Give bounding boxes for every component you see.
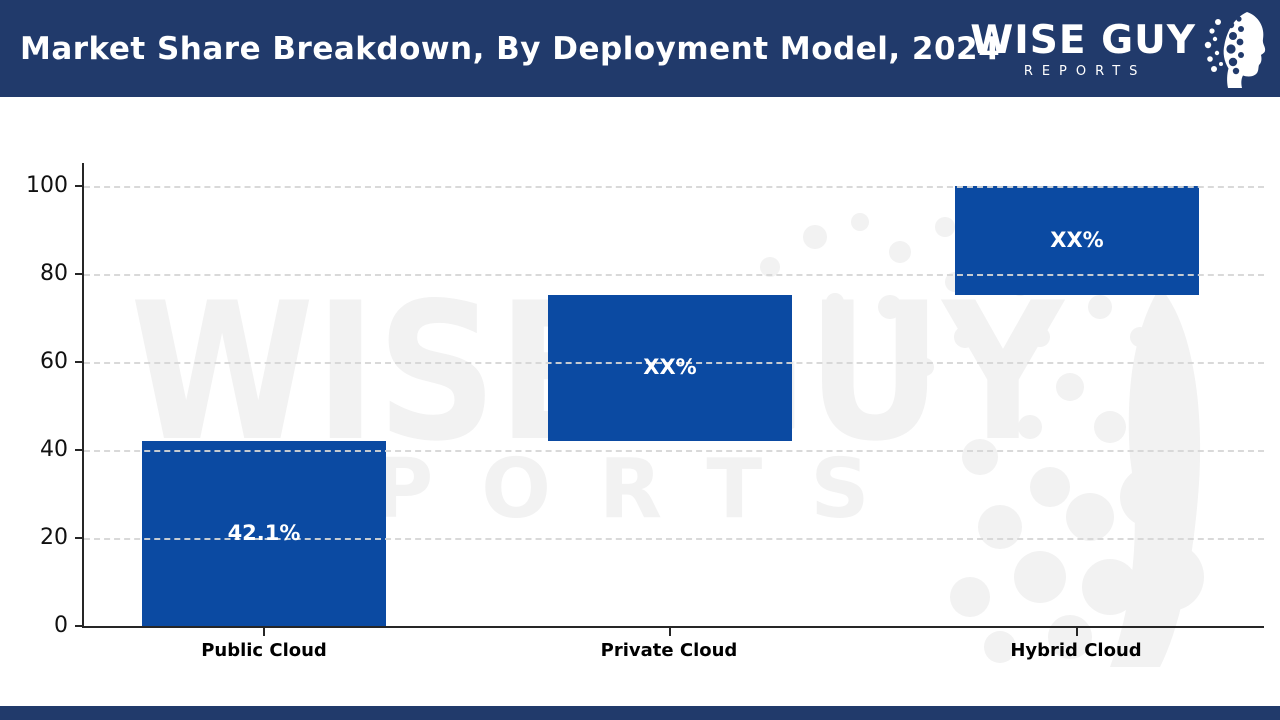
gridline-20: [84, 538, 1264, 540]
logo-subtext: REPORTS: [1023, 63, 1147, 79]
logo-wordmark-text: WISE GUY: [970, 17, 1196, 63]
bar-private-cloud: [548, 295, 792, 441]
gridline-40: [84, 450, 1264, 452]
y-tickmark-0: [75, 625, 83, 627]
gridline-100: [84, 186, 1264, 188]
brand-logo: WISE GUY REPORTS: [970, 6, 1266, 92]
chart-plot-area: WISE GUY REPORTS 0: [0, 97, 1280, 706]
page-title: Market Share Breakdown, By Deployment Mo…: [20, 30, 1001, 67]
bar-value-label-hybrid-cloud: XX%: [1050, 228, 1104, 252]
x-tick-label-public-cloud: Public Cloud: [201, 640, 327, 661]
y-axis-line: [82, 163, 84, 628]
y-tick-label-100: 100: [26, 173, 68, 198]
bar-hybrid-cloud: [955, 186, 1199, 295]
bar-value-label-public-cloud: 42.1%: [227, 521, 301, 545]
footer-bar: [0, 706, 1280, 720]
bar-public-cloud: [142, 441, 386, 626]
watermark-head-icon: [760, 213, 1204, 667]
x-tick-label-hybrid-cloud: Hybrid Cloud: [1010, 640, 1142, 661]
y-tickmark-40: [75, 449, 83, 451]
logo-wordmark: WISE GUY REPORTS: [970, 21, 1196, 78]
y-tick-label-0: 0: [54, 613, 68, 638]
logo-head-icon: [1204, 12, 1266, 88]
header-bar: Market Share Breakdown, By Deployment Mo…: [0, 0, 1280, 97]
y-tickmark-80: [75, 273, 83, 275]
x-axis-line: [82, 626, 1264, 628]
bar-value-label-private-cloud: XX%: [643, 355, 697, 379]
y-tickmark-20: [75, 537, 83, 539]
y-tickmark-60: [75, 361, 83, 363]
gridline-80: [84, 274, 1264, 276]
y-tick-label-40: 40: [40, 437, 68, 462]
y-tickmark-100: [75, 185, 83, 187]
x-tickmark-private: [669, 628, 671, 636]
x-tickmark-hybrid: [1076, 628, 1078, 636]
x-tickmark-public: [263, 628, 265, 636]
y-tick-label-80: 80: [40, 261, 68, 286]
y-tick-label-20: 20: [40, 525, 68, 550]
x-tick-label-private-cloud: Private Cloud: [600, 640, 738, 661]
gridline-60: [84, 362, 1264, 364]
y-tick-label-60: 60: [40, 349, 68, 374]
